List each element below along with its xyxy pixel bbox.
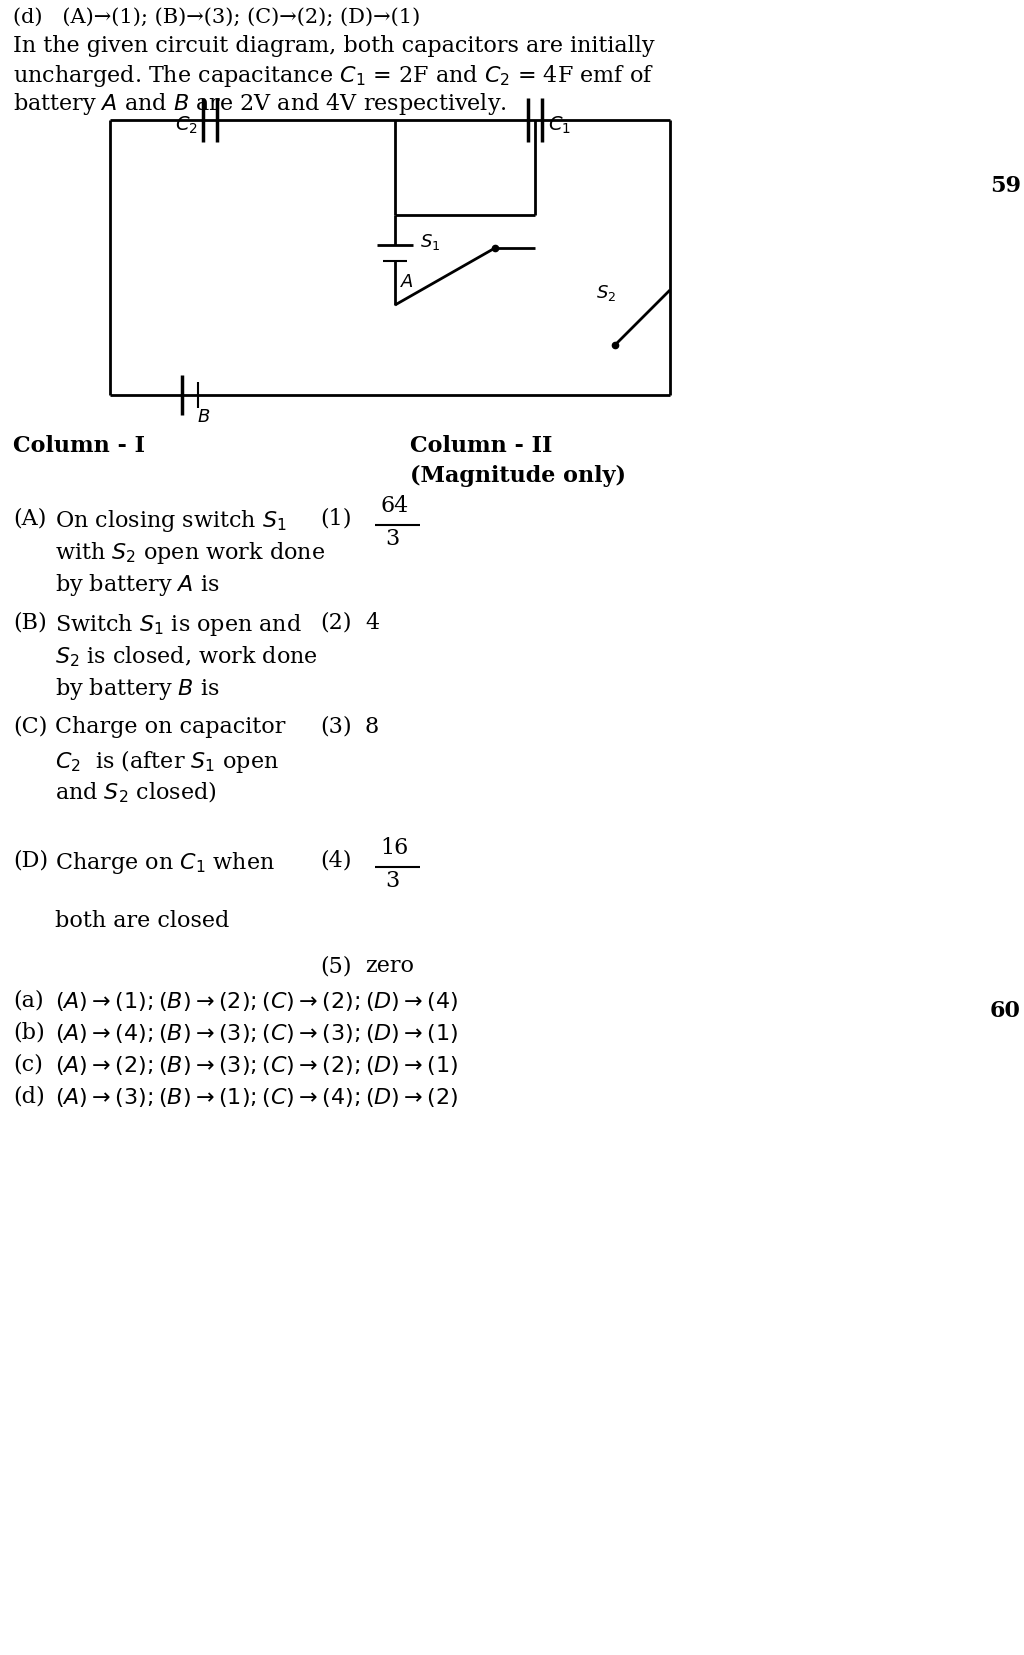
Text: 16: 16 <box>380 837 409 859</box>
Text: (3): (3) <box>319 717 351 738</box>
Text: uncharged. The capacitance $C_1$ = 2F and $C_2$ = 4F emf of: uncharged. The capacitance $C_1$ = 2F an… <box>13 63 654 89</box>
Text: In the given circuit diagram, both capacitors are initially: In the given circuit diagram, both capac… <box>13 35 654 56</box>
Text: (4): (4) <box>319 851 351 872</box>
Text: by battery $B$ is: by battery $B$ is <box>55 675 219 702</box>
Text: (5): (5) <box>319 955 351 976</box>
Text: (c): (c) <box>13 1054 43 1076</box>
Text: (C): (C) <box>13 717 47 738</box>
Text: (2): (2) <box>319 612 351 634</box>
Text: zero: zero <box>365 955 414 976</box>
Text: battery $A$ and $B$ are 2V and 4V respectively.: battery $A$ and $B$ are 2V and 4V respec… <box>13 91 507 118</box>
Text: $S_1$: $S_1$ <box>420 232 440 252</box>
Text: (b): (b) <box>13 1023 45 1044</box>
Text: Column - II: Column - II <box>410 435 552 457</box>
Text: $C_2$  is (after $S_1$ open: $C_2$ is (after $S_1$ open <box>55 748 279 775</box>
Text: (Magnitude only): (Magnitude only) <box>410 465 626 487</box>
Text: Column - I: Column - I <box>13 435 145 457</box>
Text: $(A)\rightarrow(1); (B)\rightarrow(2); (C)\rightarrow(2); (D)\rightarrow(4)$: $(A)\rightarrow(1); (B)\rightarrow(2); (… <box>55 990 459 1013</box>
Text: $C_2$: $C_2$ <box>175 114 198 136</box>
Text: Charge on capacitor: Charge on capacitor <box>55 717 286 738</box>
Text: (A): (A) <box>13 508 46 530</box>
Text: $B$: $B$ <box>197 409 210 425</box>
Text: 59: 59 <box>990 175 1021 197</box>
Text: Charge on $C_1$ when: Charge on $C_1$ when <box>55 851 274 875</box>
Text: 3: 3 <box>385 528 399 549</box>
Text: (B): (B) <box>13 612 47 634</box>
Text: $C_1$: $C_1$ <box>548 114 571 136</box>
Text: both are closed: both are closed <box>55 910 229 932</box>
Text: $S_2$ is closed, work done: $S_2$ is closed, work done <box>55 644 317 669</box>
Text: $A$: $A$ <box>400 273 414 291</box>
Text: Switch $S_1$ is open and: Switch $S_1$ is open and <box>55 612 302 637</box>
Text: (d)   (A)→(1); (B)→(3); (C)→(2); (D)→(1): (d) (A)→(1); (B)→(3); (C)→(2); (D)→(1) <box>13 8 420 26</box>
Text: (D): (D) <box>13 851 48 872</box>
Text: by battery $A$ is: by battery $A$ is <box>55 573 219 597</box>
Text: $S_2$: $S_2$ <box>596 283 616 303</box>
Text: On closing switch $S_1$: On closing switch $S_1$ <box>55 508 287 535</box>
Text: with $S_2$ open work done: with $S_2$ open work done <box>55 540 325 566</box>
Text: 4: 4 <box>365 612 379 634</box>
Text: (d): (d) <box>13 1086 45 1107</box>
Text: $(A)\rightarrow(2); (B)\rightarrow(3); (C)\rightarrow(2); (D)\rightarrow(1)$: $(A)\rightarrow(2); (B)\rightarrow(3); (… <box>55 1054 459 1077</box>
Text: and $S_2$ closed): and $S_2$ closed) <box>55 780 216 806</box>
Text: (1): (1) <box>319 508 351 530</box>
Text: 8: 8 <box>365 717 379 738</box>
Text: $(A)\rightarrow(4); (B)\rightarrow(3); (C)\rightarrow(3); (D)\rightarrow(1)$: $(A)\rightarrow(4); (B)\rightarrow(3); (… <box>55 1023 459 1044</box>
Text: 60: 60 <box>990 1000 1021 1023</box>
Text: 64: 64 <box>380 495 409 516</box>
Text: 3: 3 <box>385 871 399 892</box>
Text: (a): (a) <box>13 990 44 1011</box>
Text: $(A)\rightarrow(3); (B)\rightarrow(1); (C)\rightarrow(4); (D)\rightarrow(2)$: $(A)\rightarrow(3); (B)\rightarrow(1); (… <box>55 1086 459 1109</box>
